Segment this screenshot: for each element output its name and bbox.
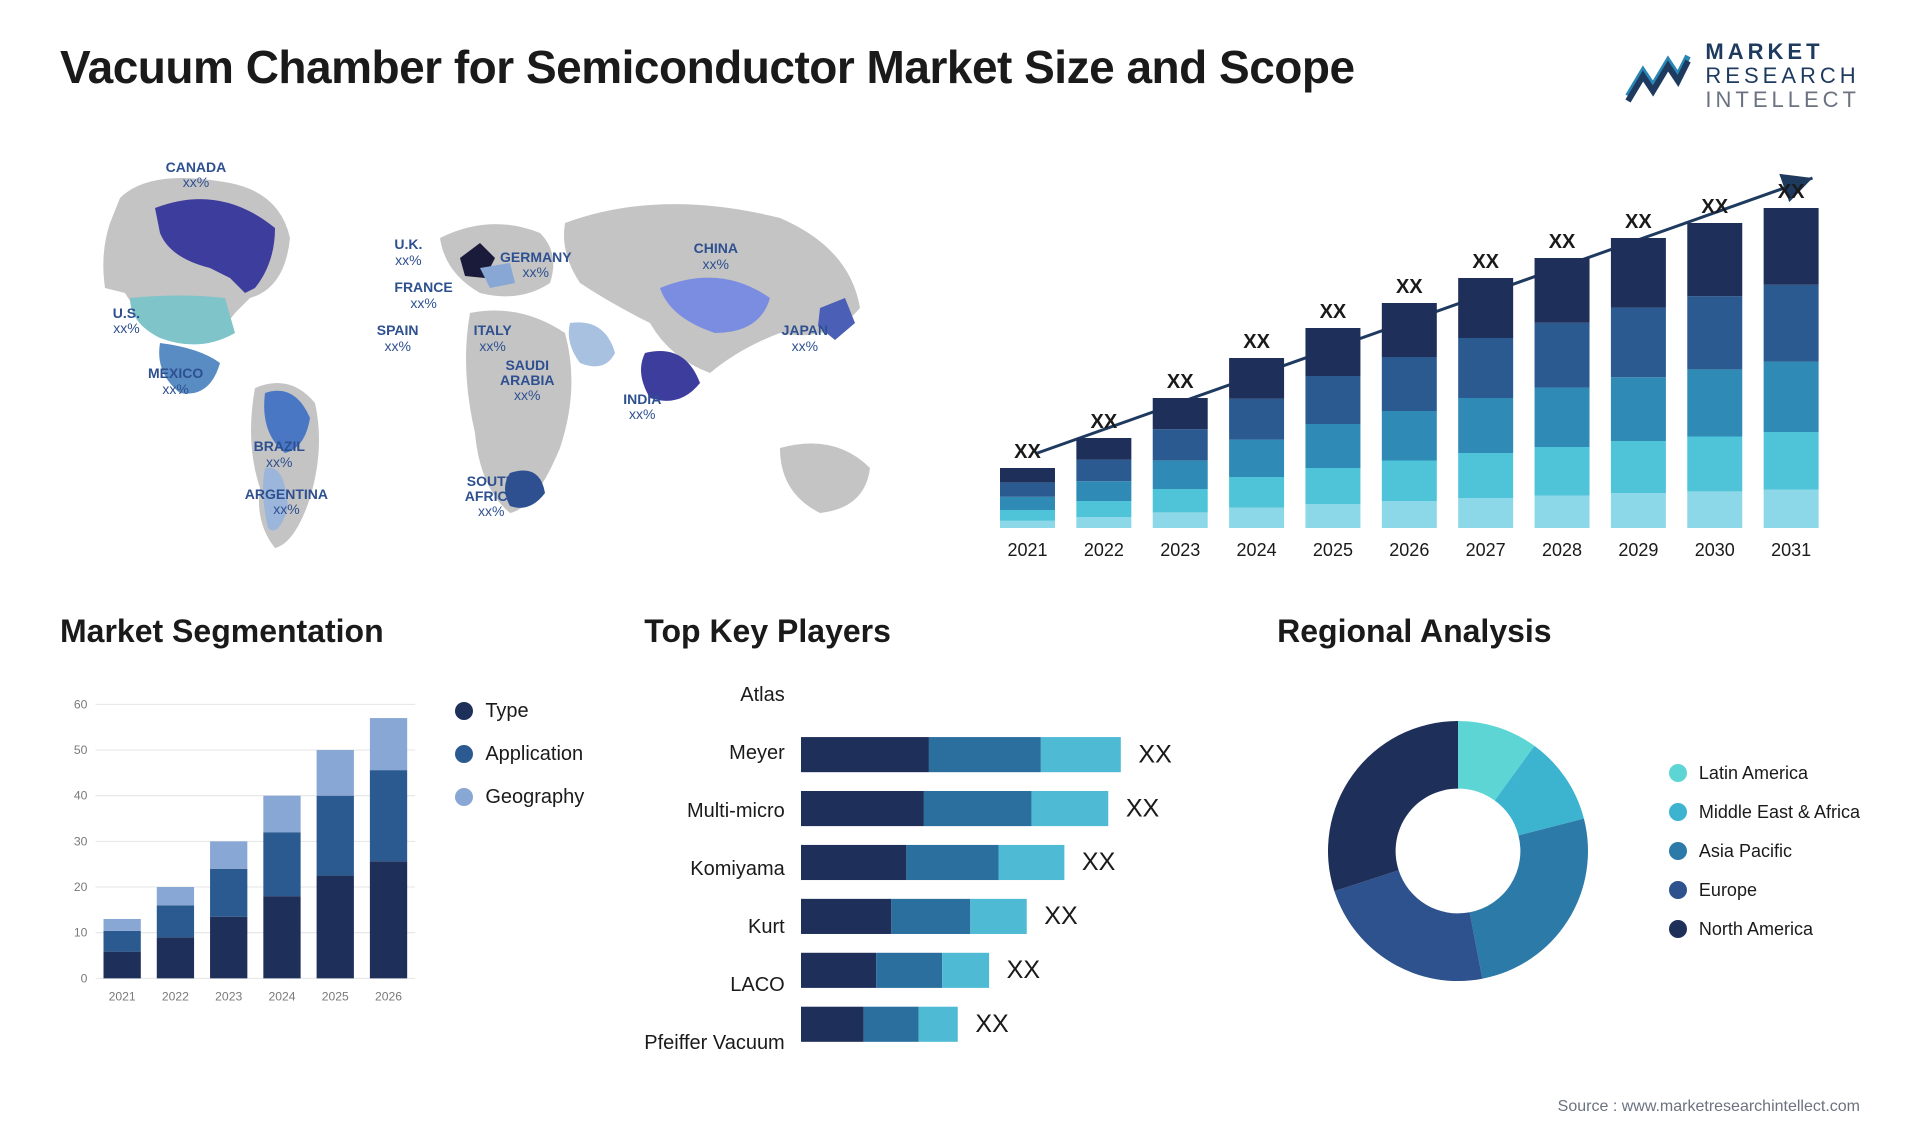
map-label: MEXICOxx% (148, 366, 203, 397)
map-label: INDIAxx% (623, 392, 661, 423)
svg-text:XX: XX (1701, 196, 1728, 218)
svg-text:2025: 2025 (322, 989, 349, 1003)
svg-text:2023: 2023 (215, 989, 242, 1003)
player-label: Komiyama (690, 848, 784, 891)
regional-legend-item: Latin America (1669, 763, 1860, 784)
svg-text:2021: 2021 (1007, 540, 1047, 560)
svg-text:XX: XX (975, 1010, 1009, 1038)
svg-text:XX: XX (1082, 848, 1116, 876)
players-labels: Atlas Meyer Multi-micro Komiyama Kurt LACO Pfe… (644, 670, 784, 1065)
map-label: ARGENTINAxx% (245, 487, 328, 518)
segmentation-legend-item: Geography (455, 786, 584, 809)
segmentation-chart: 0 10 20 30 40 50 60 2021 2022 2023 2024 2025 2026 (60, 670, 425, 1033)
logo-text-2: RESEARCH (1705, 64, 1860, 88)
map-label: U.S.xx% (113, 306, 140, 337)
regional-donut-chart (1318, 711, 1598, 991)
regional-legend-item: Europe (1669, 880, 1860, 901)
players-section: Top Key Players Atlas Meyer Multi-micro Kom… (644, 613, 1227, 1033)
svg-text:50: 50 (74, 743, 88, 757)
page-title: Vacuum Chamber for Semiconductor Market … (60, 40, 1355, 94)
svg-text:40: 40 (74, 788, 88, 802)
svg-text:XX: XX (1472, 251, 1499, 273)
growth-chart-section: XX 2021 XX 2022 XX 2023 XX 2024 XX 2025 XX 2026 XX 20… (980, 143, 1860, 573)
svg-text:60: 60 (74, 697, 88, 711)
map-label: SPAINxx% (377, 323, 419, 354)
svg-text:2031: 2031 (1771, 540, 1811, 560)
svg-text:XX: XX (1167, 371, 1194, 393)
regional-title: Regional Analysis (1277, 613, 1860, 650)
regional-legend-item: North America (1669, 919, 1860, 940)
svg-text:XX: XX (1006, 956, 1040, 984)
svg-text:XX: XX (1126, 794, 1160, 822)
map-label: CANADAxx% (166, 160, 227, 191)
svg-text:XX: XX (1014, 441, 1041, 463)
players-chart: XXXXXXXXXXXX (801, 670, 1227, 1065)
segmentation-legend: Type Application Geography (455, 670, 594, 1033)
svg-text:XX: XX (1396, 276, 1423, 298)
svg-text:2024: 2024 (1237, 540, 1277, 560)
svg-text:0: 0 (81, 971, 88, 985)
svg-text:2027: 2027 (1466, 540, 1506, 560)
player-label: Pfeiffer Vacuum (644, 1022, 784, 1065)
segmentation-legend-item: Application (455, 743, 584, 766)
players-title: Top Key Players (644, 613, 1227, 650)
map-label: GERMANYxx% (500, 250, 572, 281)
segmentation-legend-item: Type (455, 700, 584, 723)
map-label: ITALYxx% (474, 323, 512, 354)
svg-text:XX: XX (1091, 411, 1118, 433)
svg-text:2021: 2021 (109, 989, 136, 1003)
svg-text:2022: 2022 (162, 989, 189, 1003)
growth-bar-chart: XX 2021 XX 2022 XX 2023 XX 2024 XX 2025 XX 2026 XX 20… (980, 143, 1860, 573)
regional-section: Regional Analysis Latin America Middle Ea… (1277, 613, 1860, 1033)
map-label: SOUTHAFRICAxx% (465, 474, 518, 520)
logo-text-3: INTELLECT (1705, 88, 1860, 112)
source-text: Source : www.marketresearchintellect.com (1558, 1098, 1860, 1116)
map-label: BRAZILxx% (254, 439, 305, 470)
map-label: CHINAxx% (694, 241, 738, 272)
svg-text:2026: 2026 (1389, 540, 1429, 560)
svg-text:2029: 2029 (1618, 540, 1658, 560)
segmentation-section: Market Segmentation 0 10 20 30 40 50 60 2021 202… (60, 613, 594, 1033)
svg-text:10: 10 (74, 925, 88, 939)
map-label: JAPANxx% (782, 323, 828, 354)
svg-text:2026: 2026 (375, 989, 402, 1003)
svg-text:2025: 2025 (1313, 540, 1353, 560)
player-label: Atlas (740, 674, 784, 717)
player-label: LACO (730, 964, 784, 1007)
svg-text:2022: 2022 (1084, 540, 1124, 560)
map-label: FRANCExx% (394, 280, 452, 311)
regional-legend-item: Asia Pacific (1669, 841, 1860, 862)
svg-text:30: 30 (74, 834, 88, 848)
svg-text:XX: XX (1044, 902, 1078, 930)
player-label: Multi-micro (687, 790, 785, 833)
logo-mark-icon (1623, 46, 1693, 106)
svg-text:2030: 2030 (1695, 540, 1735, 560)
regional-legend: Latin America Middle East & Africa Asia Pa… (1669, 763, 1860, 940)
svg-text:2023: 2023 (1160, 540, 1200, 560)
svg-text:2028: 2028 (1542, 540, 1582, 560)
logo-text-1: MARKET (1705, 40, 1860, 64)
brand-logo: MARKET RESEARCH INTELLECT (1623, 40, 1860, 113)
player-label: Meyer (729, 732, 785, 775)
svg-text:XX: XX (1549, 231, 1576, 253)
svg-text:XX: XX (1243, 331, 1270, 353)
svg-text:2024: 2024 (268, 989, 295, 1003)
svg-text:20: 20 (74, 880, 88, 894)
map-label: SAUDIARABIAxx% (500, 358, 554, 404)
segmentation-title: Market Segmentation (60, 613, 594, 650)
svg-text:XX: XX (1138, 740, 1172, 768)
player-label: Kurt (748, 906, 785, 949)
svg-text:XX: XX (1320, 301, 1347, 323)
map-label: U.K.xx% (394, 237, 422, 268)
regional-legend-item: Middle East & Africa (1669, 802, 1860, 823)
svg-text:XX: XX (1778, 181, 1805, 203)
svg-text:XX: XX (1625, 211, 1652, 233)
world-map-section: CANADAxx% U.S.xx% MEXICOxx% BRAZILxx% ARGENT… (60, 143, 940, 573)
